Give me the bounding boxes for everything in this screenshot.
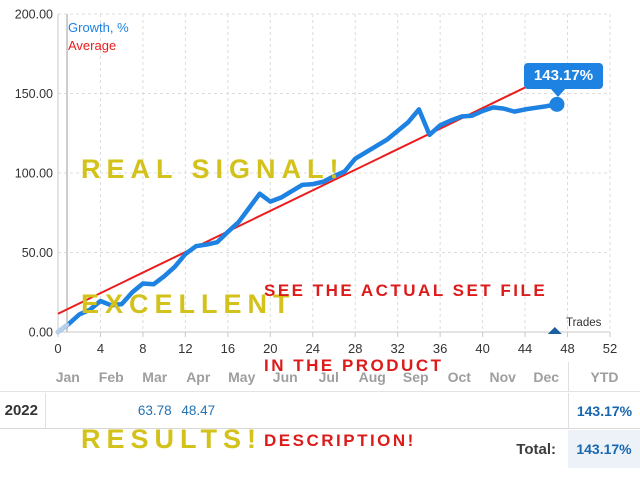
month-header-apr: Apr — [186, 368, 211, 385]
x-axis-tick-label: 24 — [306, 341, 320, 356]
month-header-mar: Mar — [142, 368, 168, 385]
month-header-jan: Jan — [55, 368, 80, 385]
x-axis-tick-label: 0 — [54, 341, 61, 356]
y-axis-tick-label: 150.00 — [15, 87, 53, 101]
month-header-dec: Dec — [533, 368, 560, 385]
y-axis-tick-label: 100.00 — [15, 167, 53, 181]
x-axis-tick-label: 44 — [518, 341, 532, 356]
x-axis-tick-label: 16 — [221, 341, 235, 356]
ytd-header: YTD — [568, 362, 640, 391]
month-header-jun: Jun — [272, 368, 298, 385]
x-axis-tick-label: 28 — [348, 341, 362, 356]
total-value: 143.17% — [568, 430, 640, 468]
month-header-may: May — [228, 368, 256, 385]
x-axis-tick-label: 32 — [390, 341, 404, 356]
month-header-oct: Oct — [447, 368, 471, 385]
x-axis-tick-label: 4 — [97, 341, 104, 356]
y-axis-tick-label: 200.00 — [15, 8, 53, 22]
month-header-aug: Aug — [358, 368, 386, 385]
trades-marker — [547, 327, 562, 334]
month-value-mar: 63.78 — [137, 403, 172, 418]
growth-chart: 0.00 50.00 100.00 150.00 200.00 0 4 8 12 16 20 24 28… — [0, 0, 640, 455]
growth-line-lead — [55, 322, 70, 335]
ytd-value: 143.17% — [568, 393, 640, 428]
x-axis-tick-label: 20 — [263, 341, 277, 356]
x-axis-tick-label: 12 — [178, 341, 192, 356]
monthly-returns-table: YTD Jan Feb Mar Apr May Jun Jul Aug Sep Oct Nov Dec… — [0, 360, 640, 480]
x-axis-tick-label: 8 — [139, 341, 146, 356]
month-header-row: YTD Jan Feb Mar Apr May Jun Jul Aug Sep Oct Nov Dec — [0, 362, 640, 392]
y-axis-tick-label: 50.00 — [22, 246, 53, 260]
year-label: 2022 — [0, 393, 46, 428]
total-row: Total: 143.17% — [0, 430, 640, 468]
year-2022-row: 2022 143.17% 63.78 48.47 — [0, 393, 640, 429]
month-header-sep: Sep — [402, 368, 429, 385]
month-header-feb: Feb — [98, 368, 124, 385]
x-axis-tick-label: 52 — [603, 341, 617, 356]
month-value-apr: 48.47 — [181, 403, 216, 418]
last-value-dot — [549, 96, 565, 112]
month-header-jul: Jul — [318, 368, 339, 385]
y-axis-tick-label: 0.00 — [29, 326, 53, 340]
month-header-nov: Nov — [489, 368, 516, 385]
growth-line — [55, 102, 560, 335]
x-axis-tick-label: 48 — [560, 341, 574, 356]
x-axis-tick-label: 36 — [433, 341, 447, 356]
x-axis-tick-label: 40 — [475, 341, 489, 356]
total-label: Total: — [516, 440, 556, 458]
